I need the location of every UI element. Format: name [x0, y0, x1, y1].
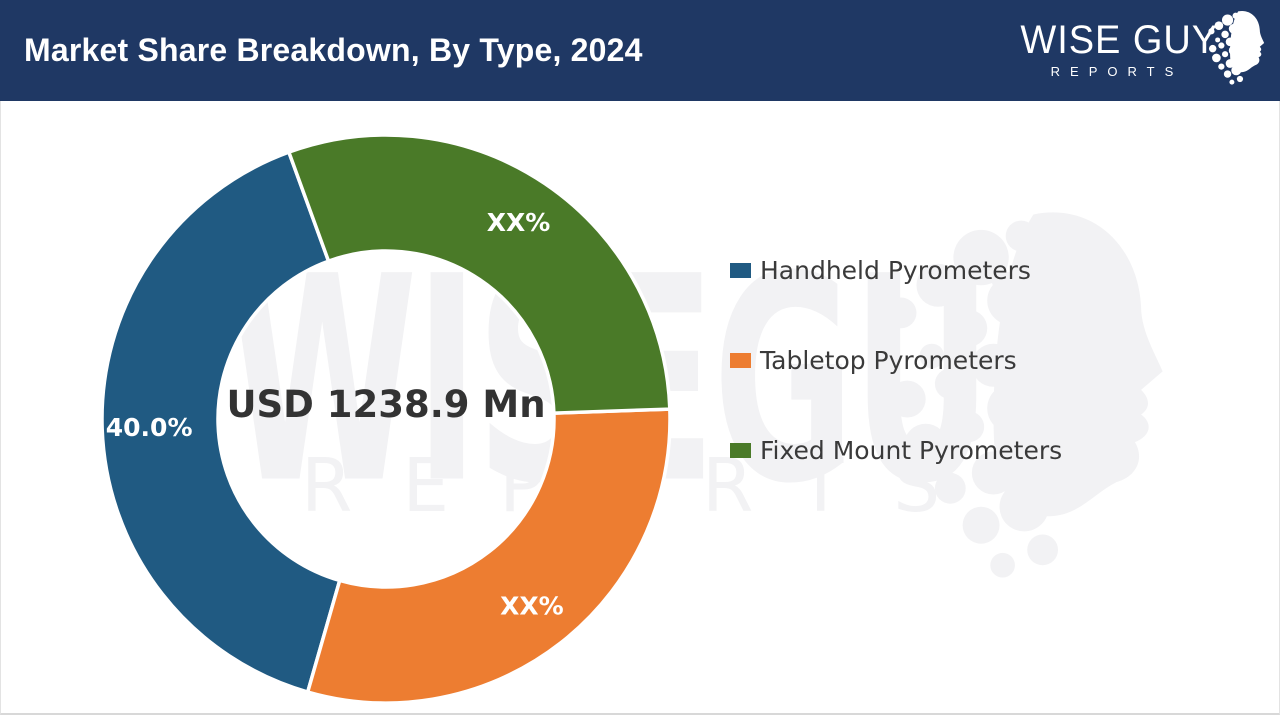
brand-logo: WISE GUY REPORTS: [1010, 6, 1266, 90]
slice-label-0: 40.0%: [106, 413, 193, 442]
slice-label-2: XX%: [487, 208, 551, 237]
brand-logo-text: WISE GUY REPORTS: [1010, 18, 1218, 79]
legend-swatch-tabletop: [730, 352, 751, 368]
legend-item-handheld: Handheld Pyrometers: [730, 255, 1062, 285]
legend-item-fixed-mount: Fixed Mount Pyrometers: [730, 435, 1063, 465]
page-title: Market Share Breakdown, By Type, 2024: [24, 32, 643, 68]
slice-label-1: XX%: [500, 591, 564, 620]
donut-slice-1: [305, 407, 672, 705]
chart-legend: Handheld Pyrometers Tabletop Pyrometers …: [730, 256, 1062, 526]
donut-slice-2: [287, 133, 672, 415]
donut-center-value: USD 1238.9 Mn: [226, 383, 546, 426]
legend-swatch-fixed-mount: [730, 442, 751, 458]
legend-label-handheld: Handheld Pyrometers: [760, 255, 1031, 285]
donut-slice-0: [100, 150, 342, 694]
donut-chart: 40.0% XX% XX%: [100, 133, 672, 705]
chart-card: WISEGUY REPORTS 40.0%XX%XX% USD 1238.9 M…: [0, 101, 1280, 715]
legend-item-tabletop: Tabletop Pyrometers: [730, 345, 1062, 375]
legend-swatch-handheld: [730, 262, 751, 278]
brand-name: WISE GUY: [1020, 17, 1218, 62]
legend-label-fixed-mount: Fixed Mount Pyrometers: [760, 435, 1063, 465]
header-bar: Market Share Breakdown, By Type, 2024 WI…: [0, 0, 1280, 101]
legend-label-tabletop: Tabletop Pyrometers: [760, 345, 1017, 375]
brand-tagline: REPORTS: [1050, 63, 1184, 79]
